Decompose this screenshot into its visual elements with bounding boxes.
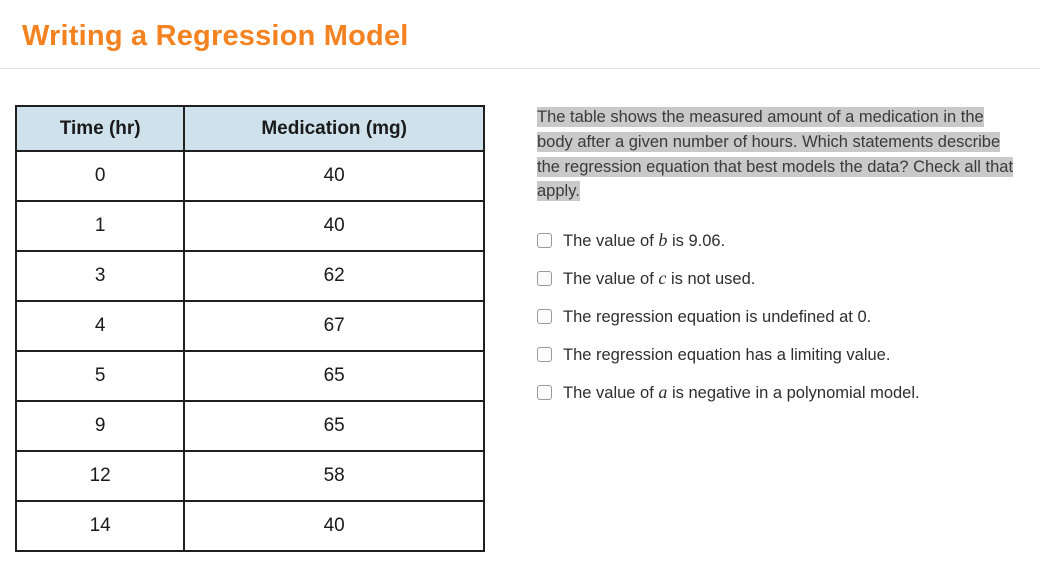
- table-cell-time: 12: [14, 450, 186, 502]
- table-row: 9 65: [14, 400, 485, 452]
- option-text-post: is not used.: [666, 270, 756, 289]
- option-label: The value of a is negative in a polynomi…: [563, 382, 920, 403]
- option-label: The value of b is 9.06.: [563, 230, 725, 251]
- page-title: Writing a Regression Model: [22, 20, 409, 52]
- table-header-time: Time (hr): [14, 105, 186, 152]
- option-math-variable: c: [658, 268, 667, 289]
- medication-table: Time (hr) Medication (mg) 0 40 1 40 3 62…: [14, 105, 485, 552]
- table-cell-time: 9: [14, 400, 186, 452]
- page-header: Writing a Regression Model: [0, 0, 1040, 69]
- options-list: The value of b is 9.06. The value of c i…: [537, 230, 1024, 403]
- table-row: 0 40: [14, 150, 485, 202]
- option-text-pre: The regression equation has a limiting v…: [563, 346, 891, 365]
- option-checkbox[interactable]: [537, 233, 552, 249]
- option-checkbox[interactable]: [537, 385, 552, 401]
- option-label: The regression equation is undefined at …: [563, 306, 871, 327]
- option-checkbox[interactable]: [537, 271, 552, 287]
- table-row: 4 67: [14, 300, 485, 352]
- question-prompt: The table shows the measured amount of a…: [537, 105, 1024, 204]
- option-row-undefined-at-zero[interactable]: The regression equation is undefined at …: [537, 306, 1024, 327]
- table-cell-time: 0: [14, 150, 186, 202]
- table-cell-time: 4: [14, 300, 186, 352]
- table-row: 3 62: [14, 250, 485, 302]
- table-row: 5 65: [14, 350, 485, 402]
- option-text-post: is negative in a polynomial model.: [667, 384, 920, 403]
- table-row: 12 58: [14, 450, 485, 502]
- option-row-b-value[interactable]: The value of b is 9.06.: [537, 230, 1024, 251]
- table-header-row: Time (hr) Medication (mg): [14, 105, 485, 152]
- option-text-pre: The value of: [563, 232, 659, 251]
- table-cell-time: 14: [14, 500, 186, 552]
- option-text-pre: The value of: [563, 384, 659, 403]
- table-cell-medication: 62: [183, 250, 485, 302]
- table-cell-time: 3: [14, 250, 186, 302]
- table-row: 1 40: [14, 200, 485, 252]
- table-cell-medication: 58: [183, 450, 485, 502]
- option-row-c-not-used[interactable]: The value of c is not used.: [537, 268, 1024, 289]
- question-panel: The table shows the measured amount of a…: [537, 105, 1024, 420]
- table-cell-time: 1: [14, 200, 186, 252]
- option-text-pre: The value of: [563, 270, 659, 289]
- option-text-post: is 9.06.: [667, 232, 726, 251]
- option-checkbox[interactable]: [537, 347, 552, 363]
- table-row: 14 40: [14, 500, 485, 552]
- option-math-variable: a: [658, 382, 668, 403]
- option-text-pre: The regression equation is undefined at …: [563, 308, 872, 327]
- table-cell-medication: 40: [183, 200, 485, 252]
- table-cell-medication: 40: [183, 500, 485, 552]
- table-cell-medication: 67: [183, 300, 485, 352]
- option-checkbox[interactable]: [537, 309, 552, 325]
- table-cell-medication: 65: [183, 400, 485, 452]
- table-cell-time: 5: [14, 350, 186, 402]
- option-label: The value of c is not used.: [563, 268, 755, 289]
- question-prompt-text: The table shows the measured amount of a…: [537, 107, 1014, 202]
- option-math-variable: b: [658, 230, 668, 251]
- table-cell-medication: 40: [183, 150, 485, 202]
- option-label: The regression equation has a limiting v…: [563, 344, 890, 365]
- table-cell-medication: 65: [183, 350, 485, 402]
- table-header-medication: Medication (mg): [183, 105, 485, 152]
- option-row-limiting-value[interactable]: The regression equation has a limiting v…: [537, 344, 1024, 365]
- main-content: Time (hr) Medication (mg) 0 40 1 40 3 62…: [0, 69, 1040, 552]
- option-row-a-negative[interactable]: The value of a is negative in a polynomi…: [537, 382, 1024, 403]
